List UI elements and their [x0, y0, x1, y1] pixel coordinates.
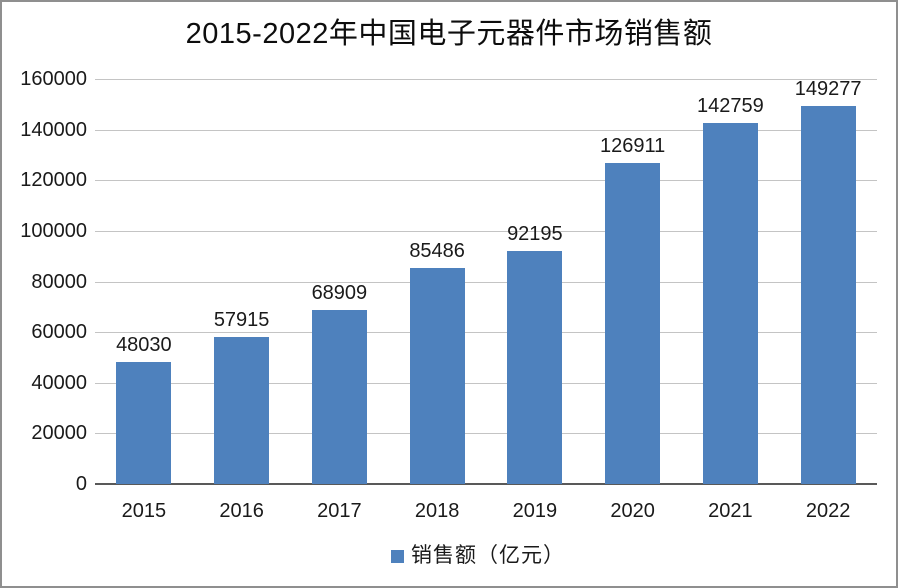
chart-title: 2015-2022年中国电子元器件市场销售额 — [185, 18, 713, 50]
x-tick-label-2019: 2019 — [512, 500, 558, 522]
y-tick-label: 120000 — [20, 169, 87, 192]
bar-value-label: 126911 — [599, 135, 666, 157]
x-tick-label-2018: 2018 — [414, 500, 460, 522]
x-axis-line — [95, 483, 877, 485]
bar-2015 — [116, 362, 172, 484]
bar-value-label: 68909 — [311, 282, 368, 304]
bar-value-label: 149277 — [794, 78, 862, 100]
bar-2019 — [507, 251, 563, 484]
y-tick-label: 100000 — [20, 219, 87, 242]
gridline — [95, 433, 877, 435]
bar-value-label: 142759 — [697, 95, 764, 117]
legend: 销售额（亿元） — [31, 543, 896, 569]
x-tick-label-2015: 2015 — [121, 500, 167, 522]
y-tick-label: 160000 — [20, 68, 87, 90]
bar-2020 — [605, 163, 661, 484]
bar-2018 — [409, 268, 465, 484]
gridline — [95, 332, 877, 334]
bar-value-label: 57915 — [213, 309, 270, 331]
bar-2022 — [800, 106, 856, 484]
bar-value-label: 48030 — [116, 334, 172, 356]
x-tick-label-2022: 2022 — [805, 500, 851, 522]
legend-swatch-icon — [391, 549, 404, 563]
gridline — [95, 382, 877, 384]
x-tick-label-2021: 2021 — [708, 500, 753, 522]
gridline — [95, 180, 877, 182]
plot-area — [95, 79, 877, 485]
y-tick-label: 60000 — [31, 321, 87, 344]
gridline — [95, 129, 877, 131]
y-tick-label: 40000 — [31, 371, 87, 394]
bar-value-label: 85486 — [409, 240, 465, 262]
y-tick-label: 0 — [75, 473, 87, 495]
bar-2021 — [702, 123, 758, 484]
x-tick-label-2017: 2017 — [317, 500, 362, 522]
y-tick-label: 20000 — [31, 422, 87, 445]
bar-2016 — [214, 337, 270, 484]
legend-label: 销售额（亿元） — [411, 544, 565, 567]
x-tick-label-2016: 2016 — [219, 500, 264, 522]
gridline — [95, 230, 877, 232]
y-tick-label: 80000 — [31, 270, 87, 293]
bar-value-label: 92195 — [507, 223, 563, 245]
gridline — [95, 281, 877, 283]
y-tick-label: 140000 — [20, 118, 87, 141]
gridline — [95, 79, 877, 80]
bar-2017 — [311, 310, 367, 484]
x-tick-label-2020: 2020 — [610, 500, 655, 522]
